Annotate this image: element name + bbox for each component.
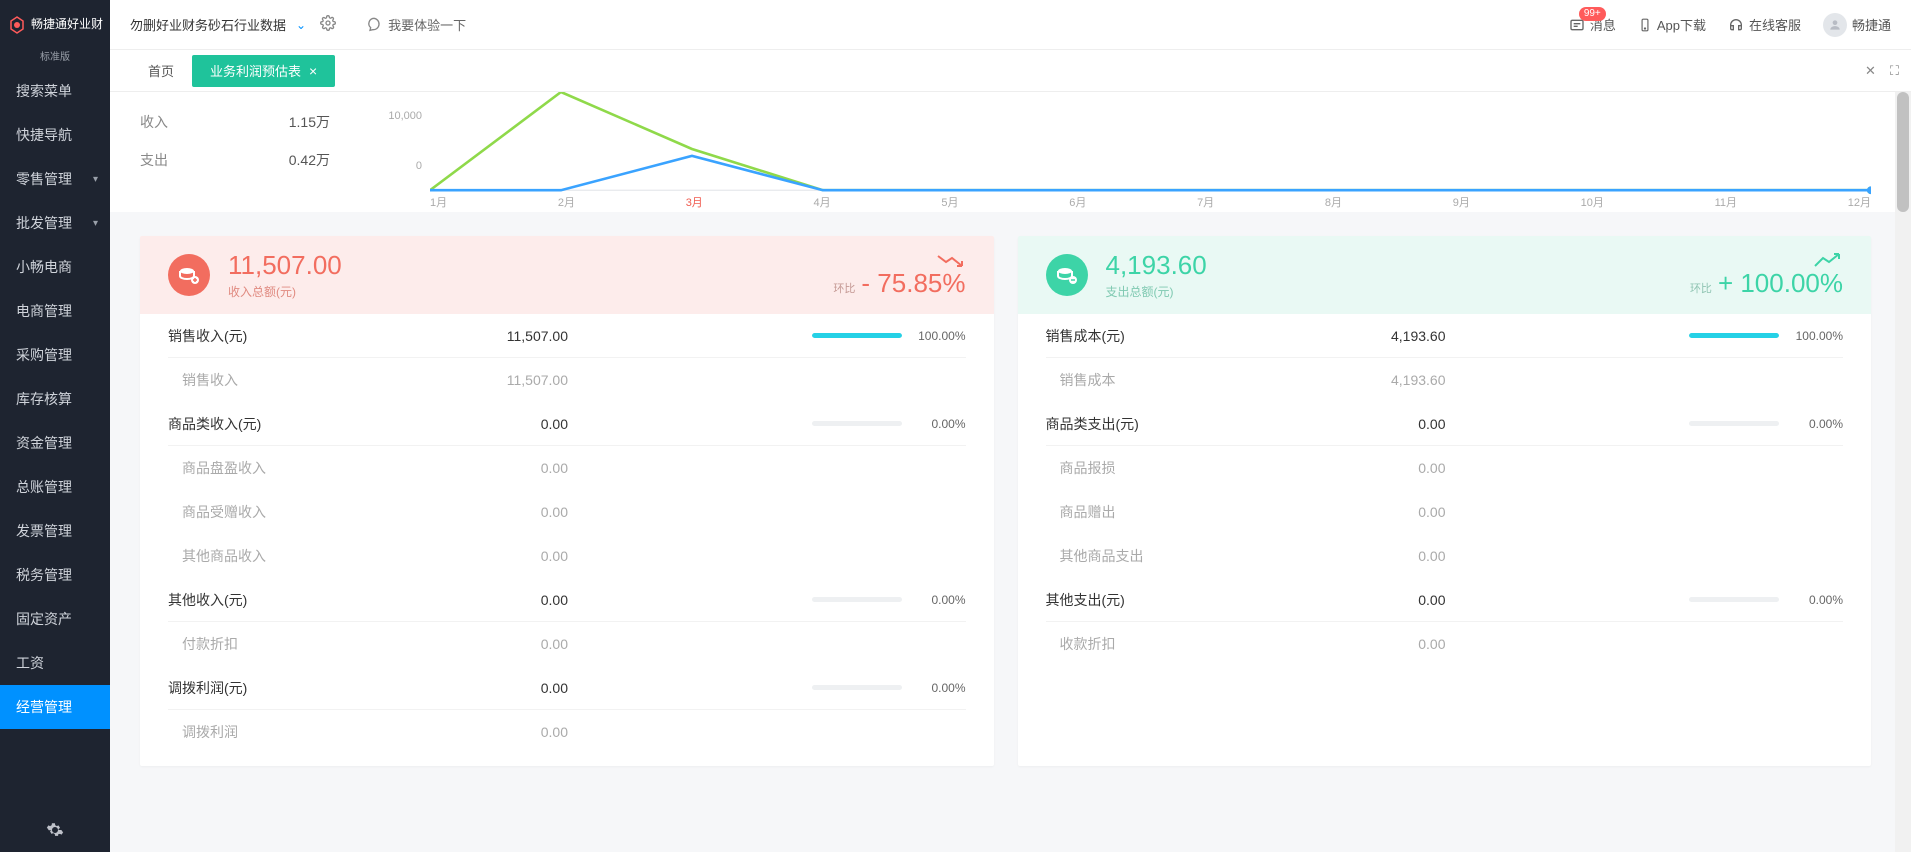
sidebar-item-9[interactable]: 总账管理 [0,465,110,509]
scrollbar-track[interactable] [1895,92,1911,852]
income-row-0: 销售收入(元)11,507.00100.00% [168,314,966,358]
user-menu[interactable]: 畅捷通 [1823,13,1891,37]
x-tick-10: 11月 [1715,194,1737,210]
tab-profit-forecast[interactable]: 业务利润预估表 × [192,55,335,87]
topbar: 勿删好业财务砂石行业数据 ⌄ 我要体验一下 99+ 消息 App下载 [110,0,1911,50]
income-row-3: 商品盘盈收入0.00 [168,446,966,490]
income-pct: - 75.85% [861,268,965,299]
income-amount: 11,507.00 [228,250,342,281]
income-icon [168,254,210,296]
content-scroll[interactable]: 收入 1.15万 支出 0.42万 10,000 0 1月 2月 3月 4月 5月 6月 7… [110,92,1911,852]
x-tick-1: 2月 [558,194,575,210]
sidebar-item-0[interactable]: 搜索菜单 [0,69,110,113]
expense-row-1: 销售成本4,193.60 [1046,358,1844,402]
summary-income: 收入 1.15万 [140,112,330,132]
x-tick-11: 12月 [1848,194,1871,210]
brand-name: 畅捷通好业财 [31,18,103,31]
x-tick-8: 9月 [1453,194,1470,210]
x-tick-0: 1月 [430,194,447,210]
x-tick-5: 6月 [1069,194,1086,210]
expense-pct: + 100.00% [1718,268,1843,299]
x-tick-6: 7月 [1197,194,1214,210]
sidebar-item-4[interactable]: 小畅电商 [0,245,110,289]
try-demo-link[interactable]: 我要体验一下 [366,15,466,34]
brand-edition: 标准版 [0,48,110,63]
sidebar-item-14[interactable]: 经营管理 [0,685,110,729]
tabbar: 首页 业务利润预估表 × ✕ ⛶ [110,50,1911,92]
x-tick-2: 3月 [686,194,703,210]
sidebar-item-3[interactable]: 批发管理 [0,201,110,245]
close-tab-icon[interactable]: × [309,63,317,79]
logo-icon [7,15,27,35]
income-row-2: 商品类收入(元)0.000.00% [168,402,966,446]
avatar-icon [1823,13,1847,37]
y-tick-0: 0 [378,160,422,172]
fullscreen-icon[interactable]: ⛶ [1890,63,1899,79]
expense-row-7: 收款折扣0.00 [1046,622,1844,666]
expense-row-0: 销售成本(元)4,193.60100.00% [1046,314,1844,358]
sidebar-item-13[interactable]: 工资 [0,641,110,685]
expense-label: 支出总额(元) [1106,283,1207,300]
income-row-5: 其他商品收入0.00 [168,534,966,578]
x-tick-3: 4月 [814,194,831,210]
org-selector[interactable]: 勿删好业财务砂石行业数据 ⌄ [130,15,306,34]
line-chart: 10,000 0 1月 2月 3月 4月 5月 6月 7月 8月 9月 10月 11月 12月 [360,92,1901,212]
message-badge: 99+ [1579,7,1606,21]
sidebar-item-10[interactable]: 发票管理 [0,509,110,553]
logo[interactable]: 畅捷通好业财 [0,0,110,50]
close-all-tabs-icon[interactable]: ✕ [1865,63,1876,79]
expense-card: 4,193.60 支出总额(元) 环比 + 100.00% [1018,236,1872,766]
expense-icon [1046,254,1088,296]
summary-panel: 收入 1.15万 支出 0.42万 10,000 0 1月 2月 3月 4月 5月 6月 7… [110,92,1901,212]
income-row-9: 调拨利润0.00 [168,710,966,754]
trend-up-icon [1690,252,1843,268]
income-row-7: 付款折扣0.00 [168,622,966,666]
scrollbar-thumb[interactable] [1897,92,1909,212]
app-download-button[interactable]: App下载 [1638,15,1706,34]
settings-gear-icon[interactable] [0,808,110,852]
income-row-6: 其他收入(元)0.000.00% [168,578,966,622]
sidebar-item-7[interactable]: 库存核算 [0,377,110,421]
trend-down-icon [833,252,965,268]
sidebar-item-8[interactable]: 资金管理 [0,421,110,465]
customer-service-button[interactable]: 在线客服 [1728,15,1801,34]
x-tick-7: 8月 [1325,194,1342,210]
summary-expense: 支出 0.42万 [140,150,330,170]
income-label: 收入总额(元) [228,283,342,300]
tab-home[interactable]: 首页 [130,50,192,92]
expense-row-3: 商品报损0.00 [1046,446,1844,490]
sidebar-item-6[interactable]: 采购管理 [0,333,110,377]
income-card: 11,507.00 收入总额(元) 环比 - 75.85% [140,236,994,766]
expense-amount: 4,193.60 [1106,250,1207,281]
org-name: 勿删好业财务砂石行业数据 [130,15,286,34]
chevron-down-icon: ⌄ [296,18,306,32]
sidebar-item-1[interactable]: 快捷导航 [0,113,110,157]
sidebar-item-2[interactable]: 零售管理 [0,157,110,201]
expense-row-4: 商品赠出0.00 [1046,490,1844,534]
sidebar-item-12[interactable]: 固定资产 [0,597,110,641]
income-row-8: 调拨利润(元)0.000.00% [168,666,966,710]
sidebar-item-11[interactable]: 税务管理 [0,553,110,597]
expense-row-2: 商品类支出(元)0.000.00% [1046,402,1844,446]
x-tick-4: 5月 [941,194,958,210]
income-row-4: 商品受赠收入0.00 [168,490,966,534]
expense-row-5: 其他商品支出0.00 [1046,534,1844,578]
y-tick-10000: 10,000 [378,110,422,122]
messages-button[interactable]: 99+ 消息 [1569,15,1616,34]
sidebar: 畅捷通好业财 标准版 搜索菜单快捷导航零售管理批发管理小畅电商电商管理采购管理库… [0,0,110,852]
x-tick-9: 10月 [1581,194,1604,210]
income-row-1: 销售收入11,507.00 [168,358,966,402]
org-settings-icon[interactable] [320,15,336,34]
sidebar-item-5[interactable]: 电商管理 [0,289,110,333]
expense-row-6: 其他支出(元)0.000.00% [1046,578,1844,622]
